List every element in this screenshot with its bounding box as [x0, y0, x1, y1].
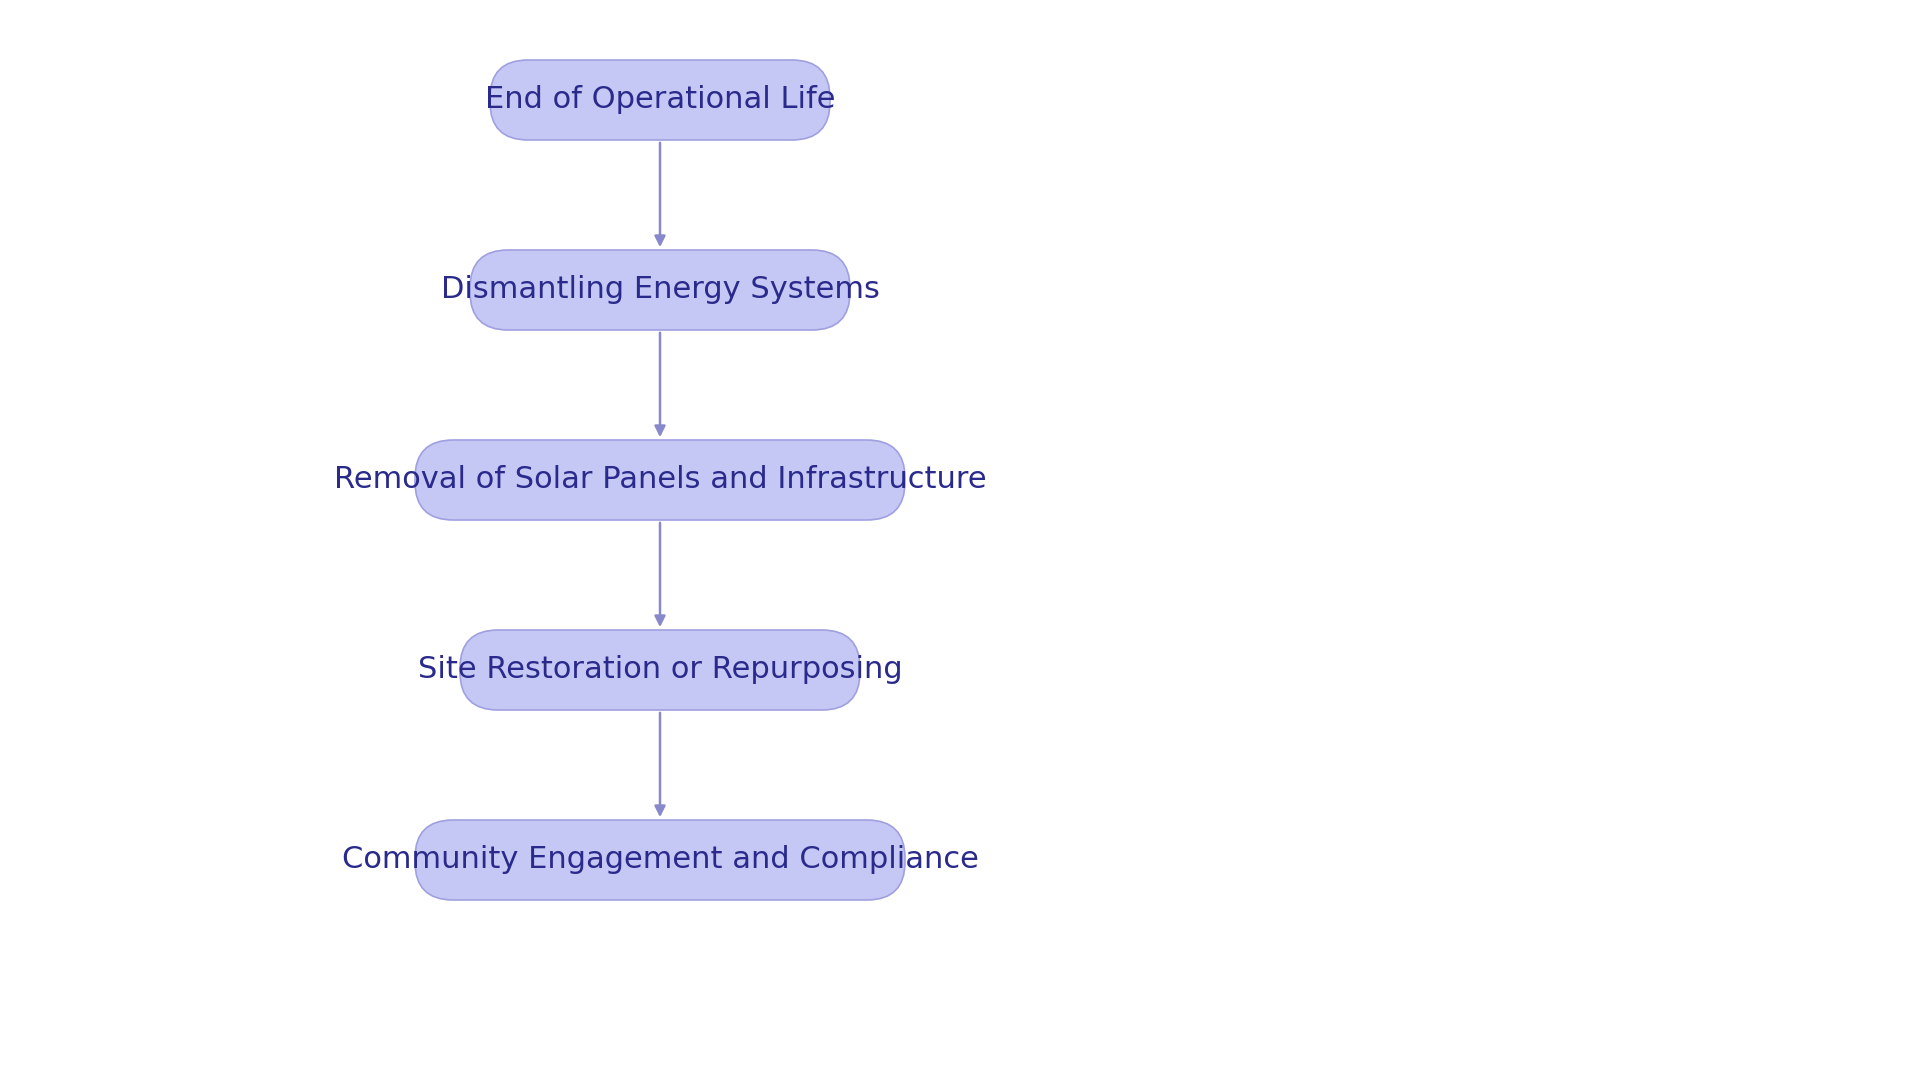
Text: Dismantling Energy Systems: Dismantling Energy Systems	[440, 275, 879, 304]
FancyBboxPatch shape	[415, 440, 904, 520]
Text: End of Operational Life: End of Operational Life	[484, 86, 835, 115]
Text: Site Restoration or Repurposing: Site Restoration or Repurposing	[419, 655, 902, 684]
FancyBboxPatch shape	[490, 60, 829, 140]
Text: Removal of Solar Panels and Infrastructure: Removal of Solar Panels and Infrastructu…	[334, 466, 987, 495]
FancyBboxPatch shape	[461, 630, 860, 710]
Text: Community Engagement and Compliance: Community Engagement and Compliance	[342, 846, 979, 874]
FancyBboxPatch shape	[470, 250, 851, 330]
FancyBboxPatch shape	[415, 820, 904, 900]
